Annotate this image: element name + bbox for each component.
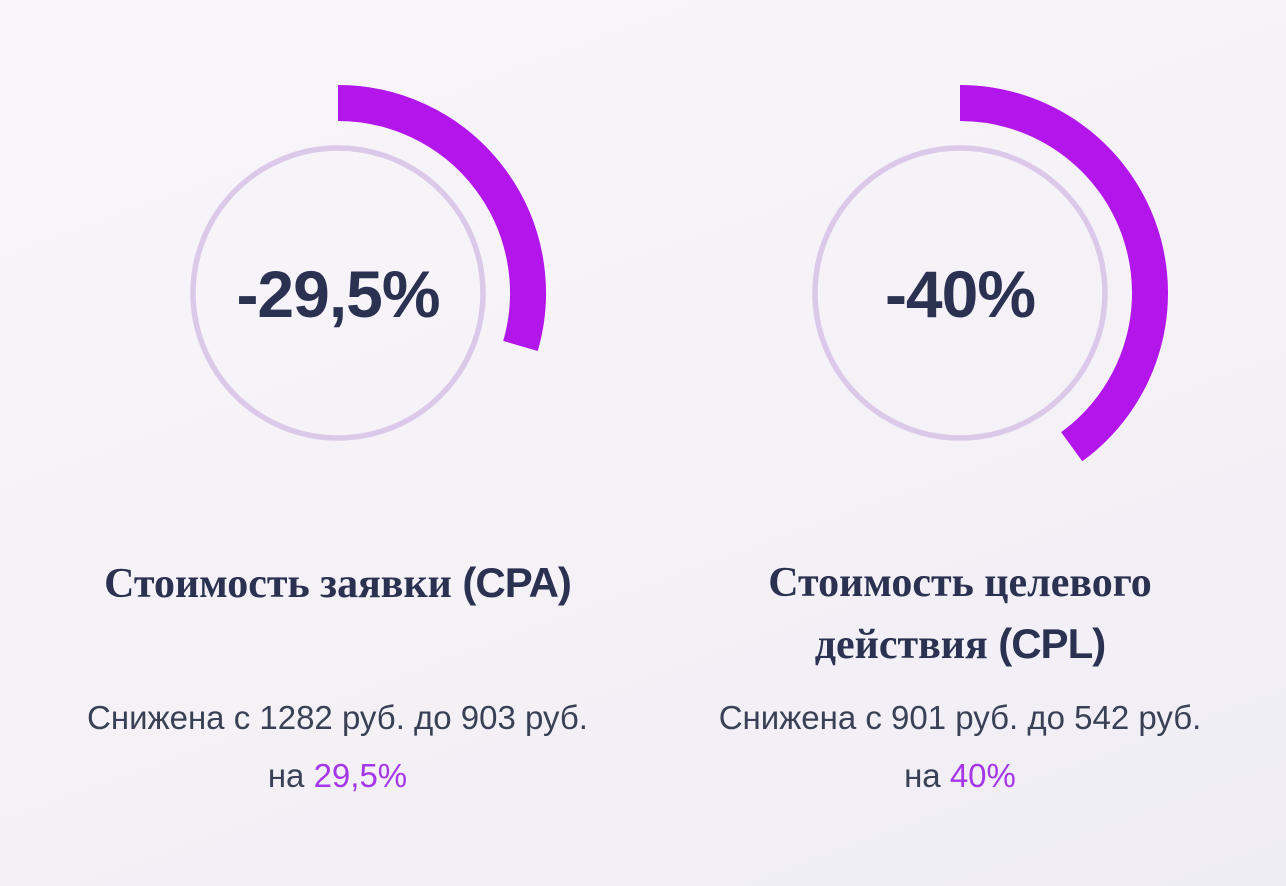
title-text: Стоимость заявки [104, 561, 452, 607]
title-line: Стоимость заявки (CPA) [104, 553, 572, 615]
description-prefix: на [267, 757, 305, 794]
title-text: действия [814, 621, 988, 668]
metric-title-cpa: Стоимость заявки (CPA) [104, 553, 572, 689]
gauge-ring [812, 145, 1108, 441]
gauge-ring [189, 145, 486, 441]
description-percent-value: 40% [949, 757, 1016, 794]
gauge-value-label: -40% [885, 257, 1035, 331]
cpa-gauge-chart: -29,5% [189, 85, 546, 441]
metric-description-cpl: Снижена с 901 руб. до 542 руб. на 40% [719, 689, 1202, 805]
description-percent-value: 29,5% [313, 757, 408, 794]
cpl-gauge-chart: -40% [812, 85, 1168, 462]
title-text: Стоимость целевого [768, 560, 1152, 606]
gauge-value-label: -29,5% [236, 257, 439, 331]
description-prefix: на [904, 757, 941, 794]
metric-card-cpl: -40% Стоимость целевого действия (CPL) С… [643, 0, 1286, 886]
title-latin-suffix: (CPL) [998, 619, 1106, 667]
description-line-2: на 40% [719, 747, 1202, 805]
gauge-progress-arc [959, 85, 1168, 462]
description-line-2: на 29,5% [87, 747, 588, 805]
title-line: действия (CPL) [768, 614, 1152, 676]
title-latin-suffix: (CPA) [462, 559, 572, 606]
metric-description-cpa: Снижена с 1282 руб. до 903 руб. на 29,5% [87, 689, 588, 805]
description-line-1: Снижена с 1282 руб. до 903 руб. [87, 699, 588, 736]
title-line: Стоимость целевого [768, 553, 1152, 614]
metric-title-cpl: Стоимость целевого действия (CPL) [768, 553, 1152, 689]
metric-card-cpa: -29,5% Стоимость заявки (CPA) Снижена с … [87, 85, 588, 805]
gauge-progress-arc [337, 85, 546, 352]
description-line-1: Снижена с 901 руб. до 542 руб. [718, 699, 1202, 736]
